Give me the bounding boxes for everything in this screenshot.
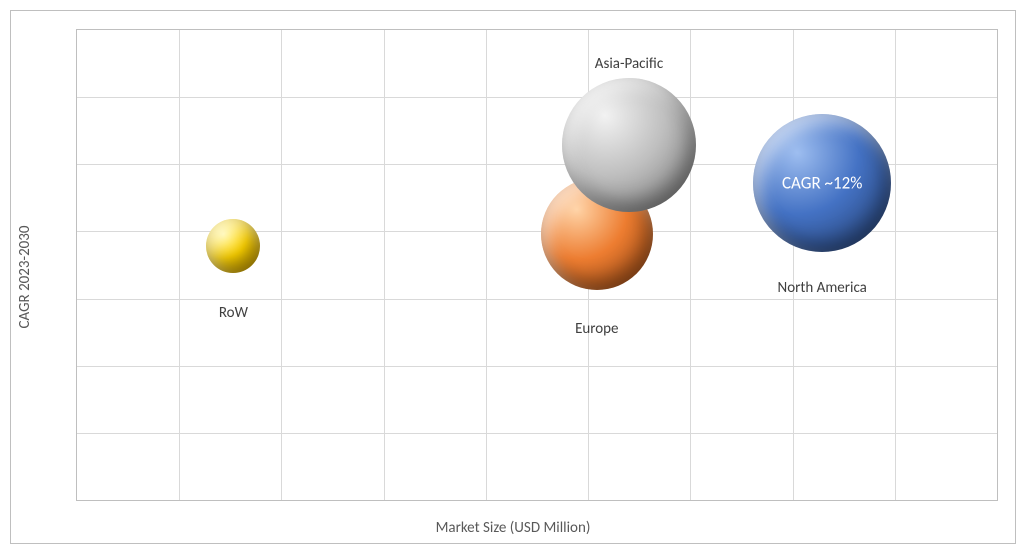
bubble-label: Europe [575, 320, 618, 338]
gridline-v [895, 30, 896, 500]
plot-area: RoW Europe Asia-Pacific North America CAGR ~… [76, 29, 998, 501]
gridline-v [281, 30, 282, 500]
bubble-asia-pacific [562, 78, 696, 212]
bubble-label: Asia-Pacific [595, 55, 663, 73]
bubble-row [206, 219, 260, 273]
bubble-label: RoW [219, 304, 248, 322]
gridline-h [77, 97, 997, 98]
y-axis-label: CAGR 2023-2030 [16, 226, 34, 329]
gridline-v [486, 30, 487, 500]
bubble-label: North America [778, 279, 867, 297]
x-axis-label: Market Size (USD Million) [436, 519, 591, 537]
gridline-h [77, 299, 997, 300]
bubble-inner-label: CAGR ~12% [782, 172, 862, 193]
gridline-v [179, 30, 180, 500]
gridline-h [77, 366, 997, 367]
gridline-v [384, 30, 385, 500]
gridline-v [690, 30, 691, 500]
gridline-v [793, 30, 794, 500]
chart-frame: RoW Europe Asia-Pacific North America CAGR ~… [10, 10, 1016, 544]
gridline-h [77, 433, 997, 434]
